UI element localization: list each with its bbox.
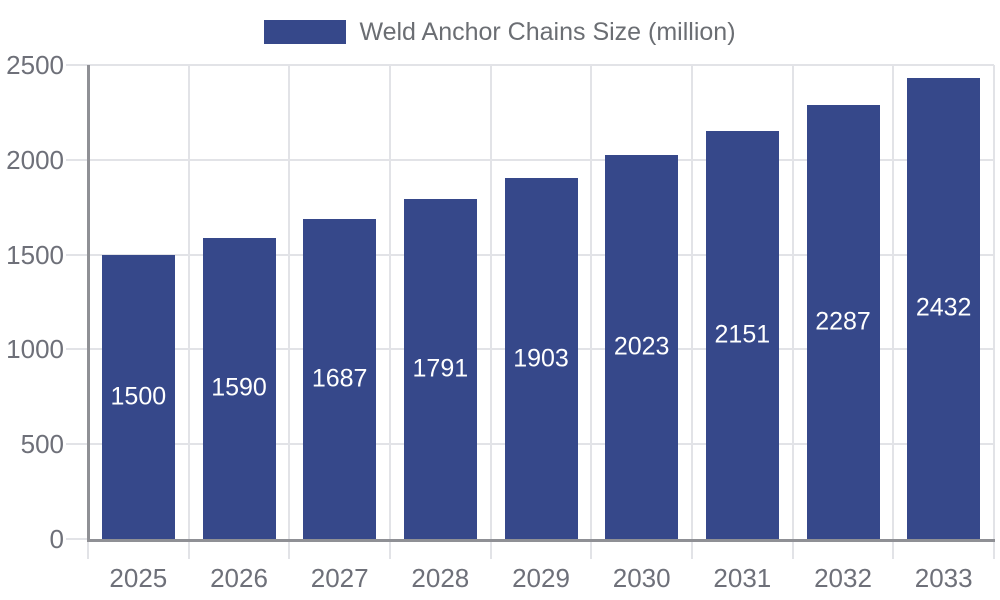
bar-value-label: 1590 bbox=[211, 373, 267, 402]
legend-item[interactable]: Weld Anchor Chains Size (million) bbox=[264, 18, 736, 46]
gridline-vertical bbox=[489, 65, 492, 559]
y-axis-tick bbox=[66, 64, 88, 66]
bar[interactable]: 1687 bbox=[303, 219, 377, 539]
x-axis-line bbox=[87, 539, 995, 542]
gridline-vertical bbox=[993, 65, 995, 559]
y-axis-tick bbox=[66, 348, 88, 351]
legend: Weld Anchor Chains Size (million) bbox=[0, 19, 1000, 45]
x-axis-label: 2026 bbox=[210, 563, 268, 593]
y-axis-tick bbox=[66, 538, 88, 540]
bar[interactable]: 2287 bbox=[806, 105, 880, 539]
x-axis-label: 2031 bbox=[713, 563, 772, 593]
bar-value-label: 2287 bbox=[815, 307, 871, 336]
bar-value-label: 1903 bbox=[513, 344, 569, 373]
bar[interactable]: 2151 bbox=[705, 131, 779, 539]
y-axis-label: 0 bbox=[49, 524, 64, 554]
y-axis-label: 1500 bbox=[6, 239, 64, 270]
bar[interactable]: 1500 bbox=[101, 254, 175, 539]
y-axis-tick bbox=[66, 158, 88, 161]
x-axis-label: 2029 bbox=[512, 563, 570, 593]
bar[interactable]: 1903 bbox=[504, 178, 578, 539]
x-axis-label: 2025 bbox=[109, 563, 168, 593]
x-axis-label: 2033 bbox=[914, 563, 973, 593]
bar-value-label: 1791 bbox=[412, 354, 469, 383]
x-axis-label: 2027 bbox=[310, 563, 369, 593]
gridline-vertical bbox=[187, 65, 190, 559]
x-axis-tick bbox=[87, 541, 89, 559]
gridline-vertical bbox=[590, 65, 593, 559]
y-axis-label: 1000 bbox=[6, 334, 64, 365]
bar-value-label: 2023 bbox=[613, 332, 670, 361]
x-axis-label: 2028 bbox=[411, 563, 470, 593]
x-axis-label: 2032 bbox=[814, 563, 872, 593]
gridline-horizontal bbox=[88, 158, 994, 161]
bar-value-label: 2151 bbox=[714, 320, 771, 349]
gridline-vertical bbox=[288, 65, 291, 559]
y-axis-label: 2500 bbox=[6, 50, 64, 80]
y-axis-line bbox=[87, 65, 90, 541]
gridline-vertical bbox=[791, 65, 794, 559]
bar[interactable]: 1590 bbox=[202, 237, 276, 539]
gridline-horizontal bbox=[88, 64, 994, 66]
gridline-vertical bbox=[389, 65, 391, 559]
y-axis-tick bbox=[66, 443, 88, 446]
legend-swatch bbox=[264, 20, 347, 44]
bar[interactable]: 1791 bbox=[403, 199, 477, 539]
gridline-vertical bbox=[691, 65, 693, 559]
bar-value-label: 1500 bbox=[110, 382, 167, 411]
gridline-vertical bbox=[892, 65, 895, 559]
bar[interactable]: 2432 bbox=[907, 77, 981, 539]
bar[interactable]: 2023 bbox=[605, 155, 679, 539]
bar-value-label: 1687 bbox=[311, 364, 368, 393]
x-axis-label: 2030 bbox=[612, 563, 671, 593]
y-axis-tick bbox=[66, 253, 88, 256]
legend-label: Weld Anchor Chains Size (million) bbox=[359, 18, 736, 46]
bar-value-label: 2432 bbox=[915, 293, 972, 322]
y-axis-label: 500 bbox=[20, 429, 64, 460]
y-axis-label: 2000 bbox=[6, 144, 64, 175]
